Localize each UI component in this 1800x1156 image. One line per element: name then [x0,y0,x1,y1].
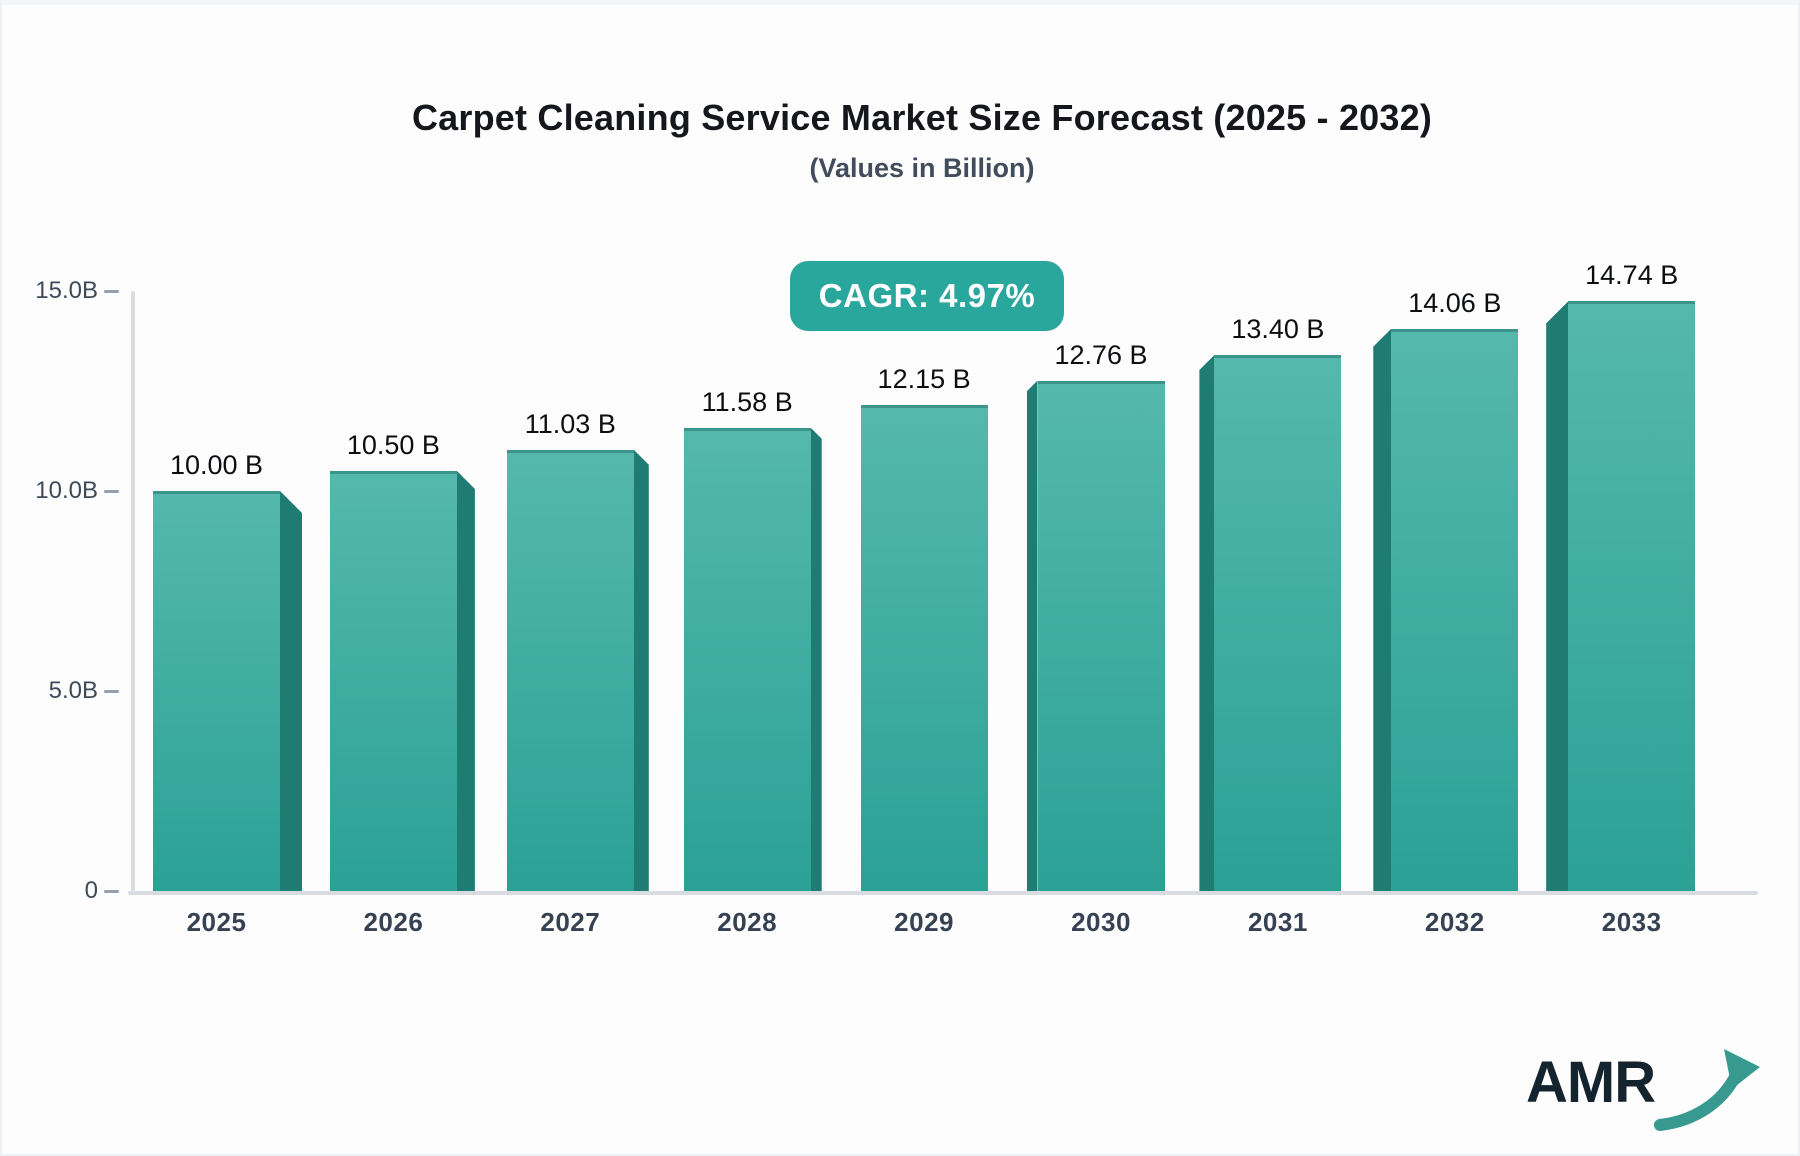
bar [1391,328,1519,891]
bar [683,427,811,891]
y-axis-line [131,291,135,891]
x-axis-tick-label: 2025 [186,907,247,937]
bar [1037,380,1165,891]
bar-3d-side [633,449,649,891]
bar [860,405,988,891]
growth-arrow-icon [1654,1049,1760,1131]
bar-value-label: 10.50 B [346,430,440,460]
bar-value-label: 11.58 B [701,386,793,417]
x-axis-tick-label: 2027 [540,907,601,937]
y-axis-tick-mark [104,690,119,693]
x-axis-tick-label: 2031 [1247,907,1308,937]
x-axis-tick-label: 2029 [894,907,955,937]
bar-3d-side [1199,355,1215,891]
amr-logo-text: AMR [1526,1050,1656,1115]
bar [1568,301,1696,891]
bar [506,449,634,891]
y-axis-tick-label: 0 [84,877,98,904]
y-axis-tick-label: 10.0B [35,477,98,504]
y-axis-tick-label: 5.0B [48,677,98,704]
bar-3d-side [1373,328,1392,891]
y-axis-tick-mark [104,490,119,493]
bar-value-label: 12.76 B [1054,339,1148,370]
x-axis-tick-label: 2033 [1601,907,1662,937]
bar-3d-side [1546,301,1569,891]
bar [329,471,457,891]
x-axis-tick-label: 2030 [1071,907,1131,937]
bar [153,491,280,891]
bar-value-label: 14.06 B [1408,287,1502,318]
cagr-badge: CAGR: 4.97% [790,261,1064,331]
bar-3d-side [280,491,302,891]
x-axis-tick-label: 2032 [1424,907,1485,937]
bar-value-label: 11.03 B [524,408,616,439]
x-axis-tick-label: 2028 [717,907,778,937]
bar [1214,355,1342,891]
y-axis-tick-mark [104,290,119,293]
bar-value-label: 12.15 B [877,364,971,394]
x-axis-line [128,891,1758,895]
bar-value-label: 13.40 B [1231,314,1325,344]
chart-title: Carpet Cleaning Service Market Size Fore… [411,97,1433,138]
x-axis-tick-label: 2026 [363,907,424,937]
y-axis-tick-label: 15.0B [35,277,98,304]
amr-logo: AMR [1526,1041,1760,1131]
y-axis-tick-mark [104,890,119,893]
bar-3d-side [456,471,475,891]
chart-subtitle: (Values in Billion) [809,153,1035,183]
bar-value-label: 10.00 B [169,450,264,480]
bar-value-label: 14.74 B [1585,260,1679,291]
bar-3d-side [810,427,822,891]
bar-3d-side [1026,380,1038,891]
